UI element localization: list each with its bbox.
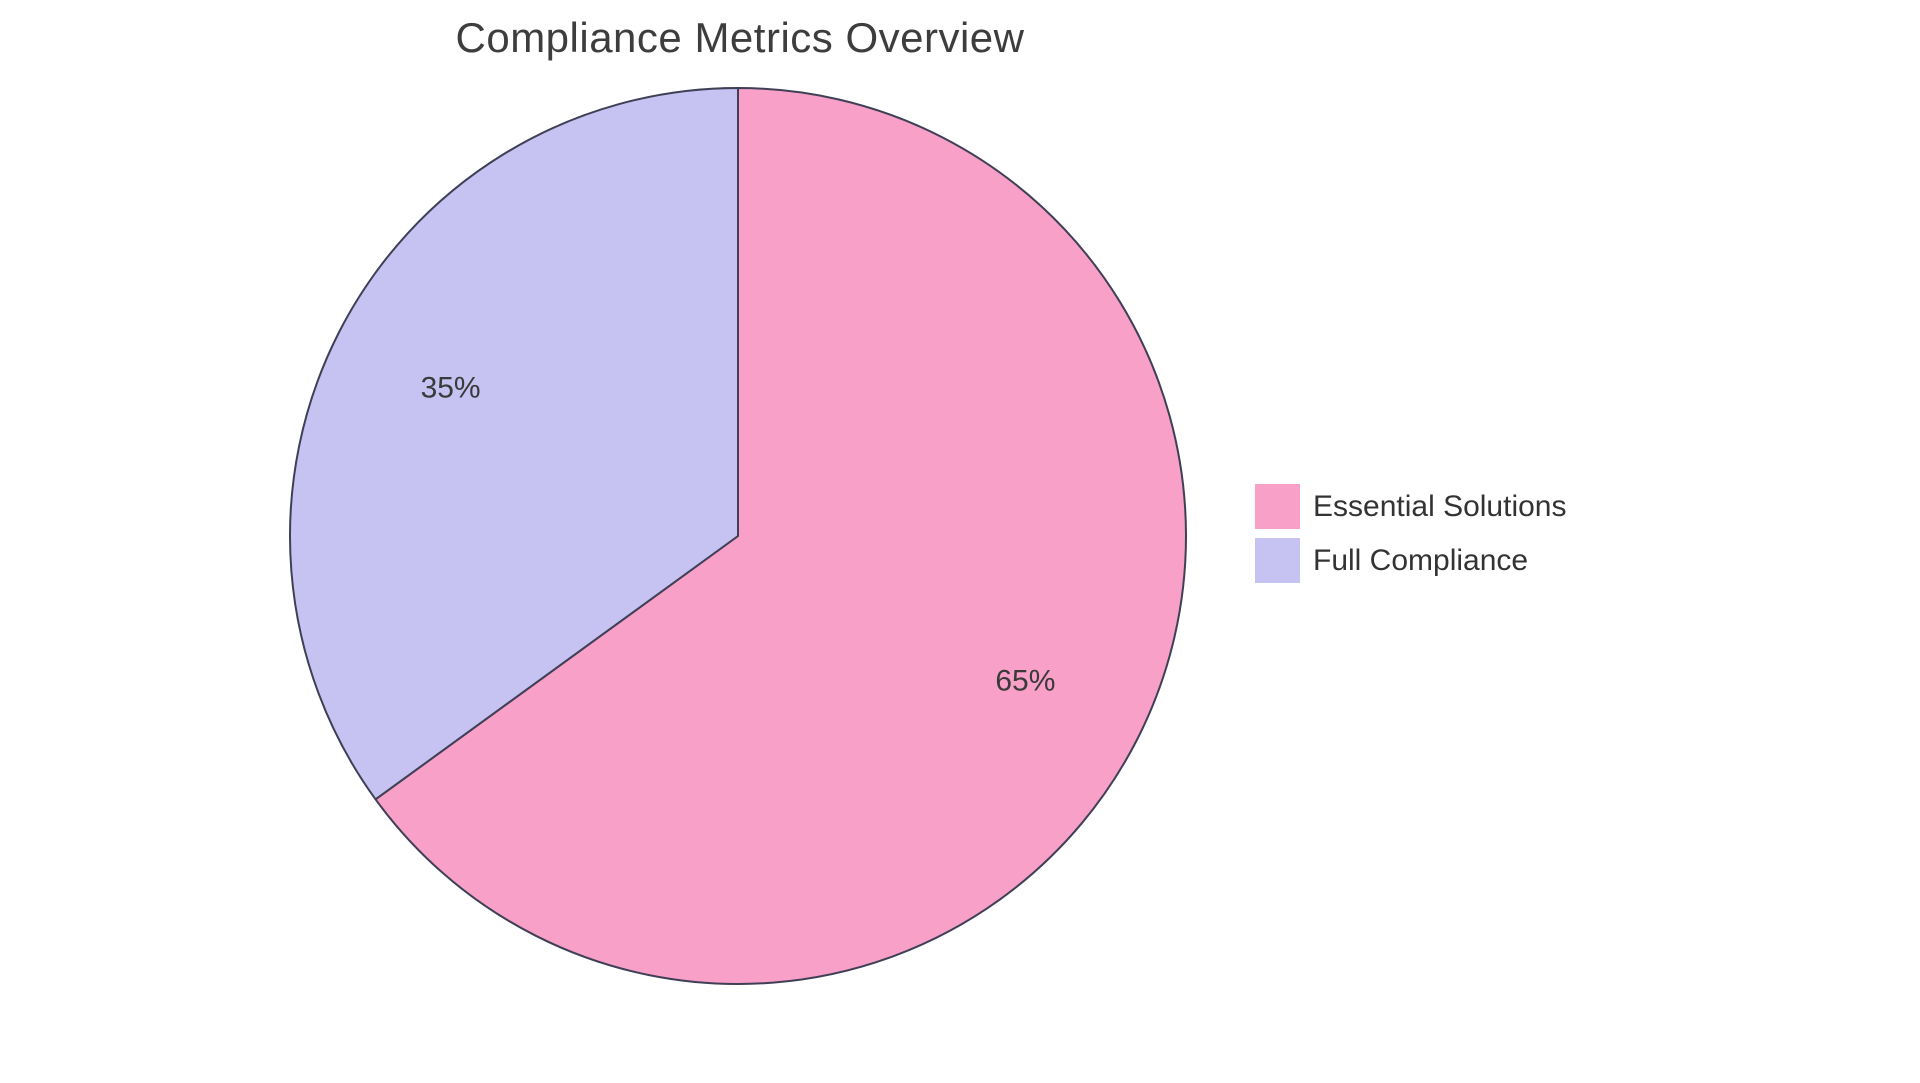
pie-chart: 65% 35% (288, 87, 1187, 985)
pie-slice (374, 87, 1187, 985)
slice-label: 65% (995, 664, 1055, 697)
legend-item: Full Compliance (1255, 538, 1566, 583)
slice-label: 35% (421, 371, 481, 404)
legend-item: Essential Solutions (1255, 484, 1566, 529)
legend: Essential Solutions Full Compliance (1255, 484, 1566, 583)
chart-title: Compliance Metrics Overview (455, 14, 1025, 61)
legend-swatch (1255, 484, 1300, 529)
legend-label: Full Compliance (1313, 543, 1529, 577)
legend-label: Essential Solutions (1313, 489, 1567, 523)
pie-slice (288, 87, 739, 801)
legend-swatch (1255, 538, 1300, 583)
